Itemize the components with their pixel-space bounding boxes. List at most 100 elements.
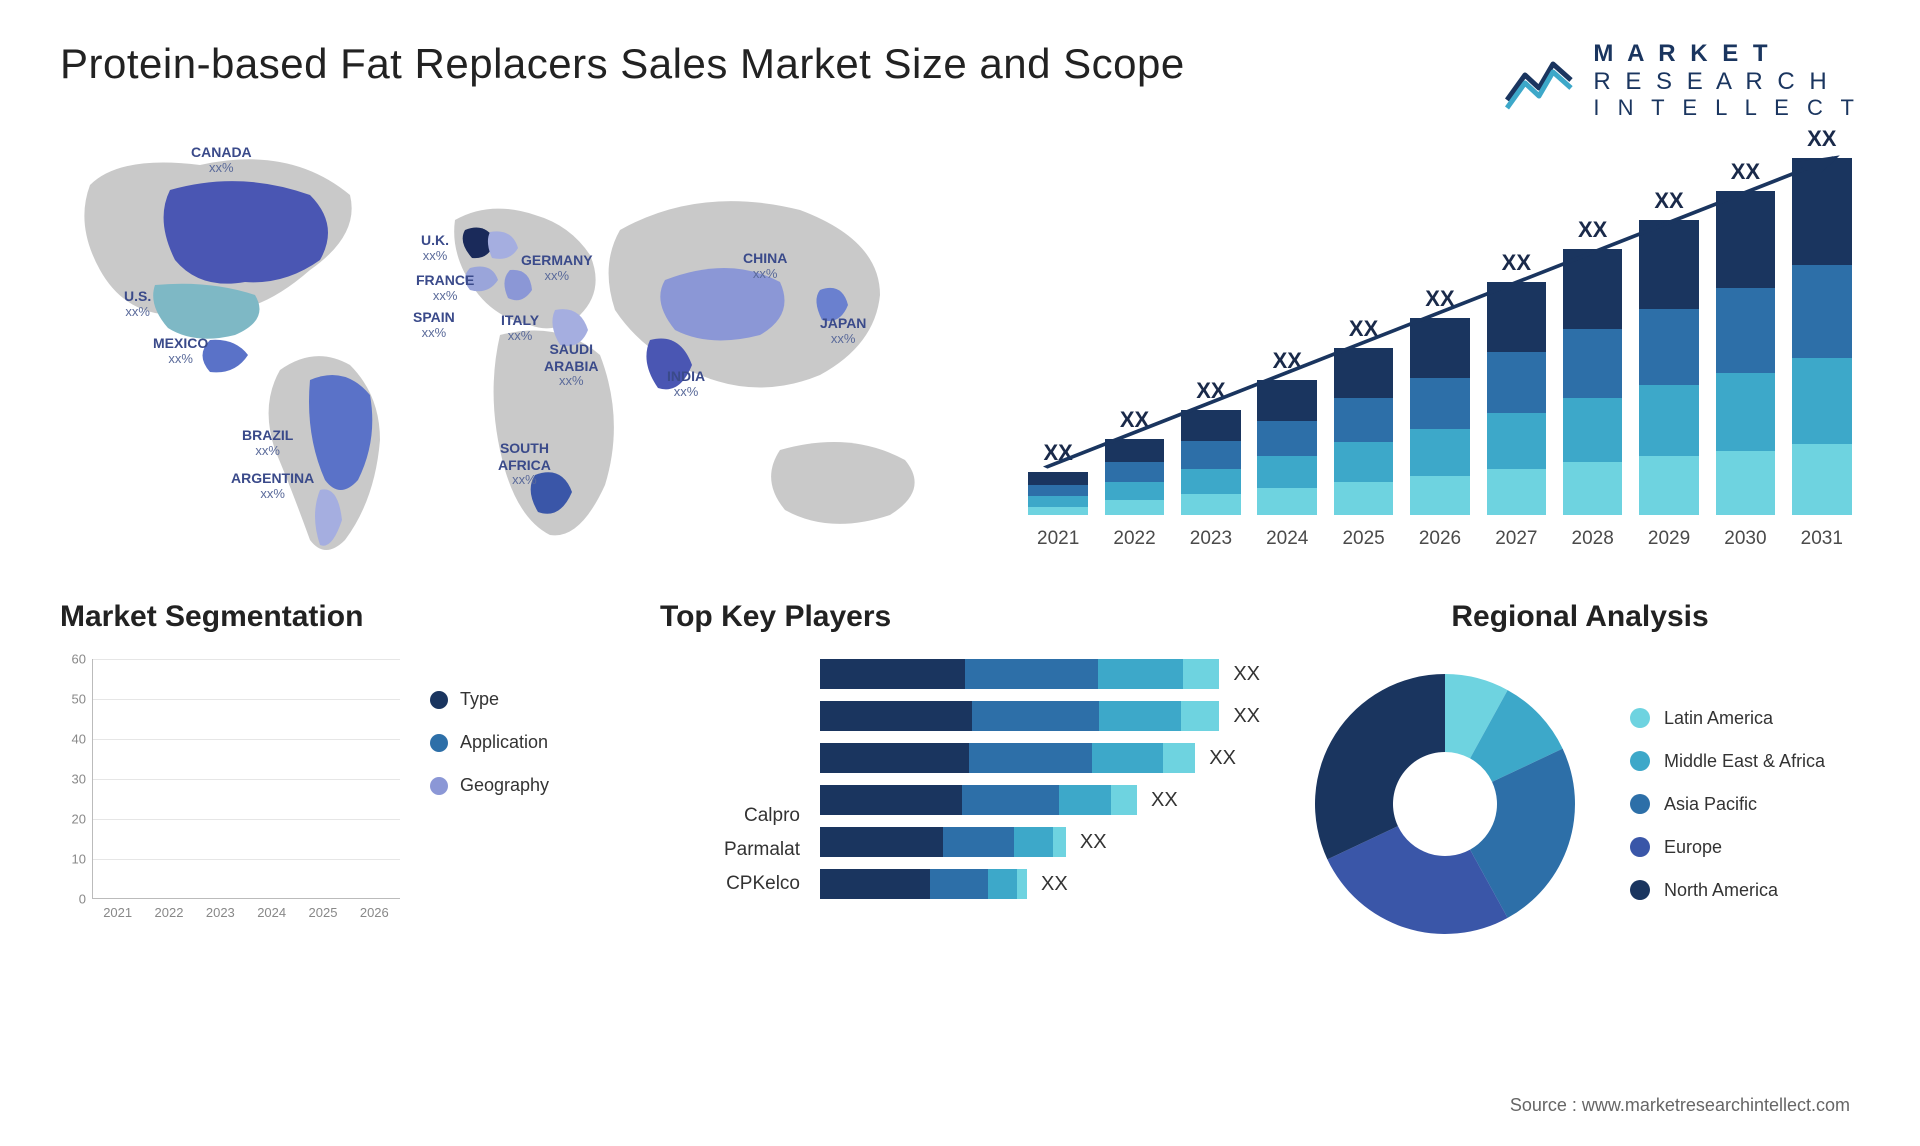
hero-x-tick: 2029 [1631, 528, 1707, 550]
legend-swatch [430, 691, 448, 709]
ra-legend-swatch [1630, 708, 1650, 728]
hero-bar-label: XX [1120, 407, 1149, 433]
ra-title: Regional Analysis [1300, 600, 1860, 634]
donut-slice [1315, 674, 1445, 859]
top-key-players-panel: Top Key Players Calpro Parmalat CPKelco XX… [660, 600, 1260, 949]
tkp-row: XX [820, 827, 1260, 857]
segmentation-chart: 0102030405060 202120222023202420252026 [60, 659, 400, 929]
seg-y-tick: 50 [72, 692, 86, 707]
tkp-value: XX [1233, 663, 1260, 686]
legend-swatch [430, 734, 448, 752]
map-label: ARGENTINAxx% [231, 470, 314, 501]
seg-x-tick: 2024 [246, 899, 297, 929]
hero-x-tick: 2027 [1478, 528, 1554, 550]
brand-icon [1505, 50, 1575, 110]
segmentation-legend: Type Application Geography [430, 659, 549, 929]
hero-bar-label: XX [1425, 286, 1454, 312]
seg-x-tick: 2025 [297, 899, 348, 929]
hero-x-tick: 2021 [1020, 528, 1096, 550]
hero-bar-label: XX [1578, 217, 1607, 243]
hero-bar: XX [1478, 150, 1554, 515]
ra-legend-swatch [1630, 751, 1650, 771]
hero-x-tick: 2031 [1784, 528, 1860, 550]
hero-bar-label: XX [1043, 440, 1072, 466]
tkp-names: Calpro Parmalat CPKelco [660, 659, 800, 899]
hero-bar: XX [1707, 150, 1783, 515]
legend-label: Application [460, 732, 548, 753]
tkp-value: XX [1041, 873, 1068, 896]
map-label: JAPANxx% [820, 315, 866, 346]
seg-x-tick: 2023 [195, 899, 246, 929]
legend-item: Application [430, 732, 549, 753]
tkp-bars: XX XX XX XX XX XX [820, 659, 1260, 899]
map-label: INDIAxx% [667, 368, 705, 399]
hero-bar-label: XX [1273, 348, 1302, 374]
segmentation-panel: Market Segmentation 0102030405060 202120… [60, 600, 620, 949]
tkp-name: Parmalat [724, 839, 800, 861]
hero-x-tick: 2022 [1096, 528, 1172, 550]
hero-bar-label: XX [1654, 188, 1683, 214]
map-label: MEXICOxx% [153, 335, 208, 366]
map-label: BRAZILxx% [242, 427, 293, 458]
world-map: CANADAxx% U.S.xx%MEXICOxx% BRAZILxx% ARGENT… [60, 140, 980, 560]
hero-bar: XX [1402, 150, 1478, 515]
source-text: Source : www.marketresearchintellect.com [1510, 1095, 1850, 1116]
map-label: FRANCExx% [416, 272, 474, 303]
ra-legend-label: Europe [1664, 837, 1722, 858]
map-label: ITALYxx% [501, 312, 539, 343]
hero-bar-label: XX [1731, 159, 1760, 185]
ra-legend-label: Middle East & Africa [1664, 751, 1825, 772]
map-label: SAUDIARABIAxx% [544, 341, 598, 388]
map-label: SPAINxx% [413, 309, 455, 340]
hero-bar: XX [1249, 150, 1325, 515]
map-label: U.S.xx% [124, 288, 151, 319]
hero-x-tick: 2023 [1173, 528, 1249, 550]
map-label: U.K.xx% [421, 232, 449, 263]
tkp-row: XX [820, 659, 1260, 689]
ra-legend-swatch [1630, 880, 1650, 900]
tkp-value: XX [1233, 705, 1260, 728]
hero-bar: XX [1020, 150, 1096, 515]
hero-x-tick: 2026 [1402, 528, 1478, 550]
hero-bar: XX [1555, 150, 1631, 515]
ra-legend-item: Europe [1630, 837, 1825, 858]
tkp-title: Top Key Players [660, 600, 1260, 634]
hero-x-tick: 2024 [1249, 528, 1325, 550]
ra-legend-item: North America [1630, 880, 1825, 901]
page-title: Protein-based Fat Replacers Sales Market… [60, 40, 1185, 88]
seg-y-tick: 20 [72, 812, 86, 827]
seg-x-tick: 2021 [92, 899, 143, 929]
hero-bar: XX [1325, 150, 1401, 515]
seg-y-tick: 30 [72, 772, 86, 787]
hero-x-tick: 2030 [1707, 528, 1783, 550]
hero-bar: XX [1096, 150, 1172, 515]
seg-y-tick: 0 [79, 892, 86, 907]
seg-y-tick: 60 [72, 652, 86, 667]
tkp-row: XX [820, 869, 1260, 899]
hero-bar-label: XX [1349, 316, 1378, 342]
brand-line3: I N T E L L E C T [1593, 95, 1860, 120]
seg-y-tick: 40 [72, 732, 86, 747]
hero-bar-label: XX [1807, 126, 1836, 152]
ra-legend-swatch [1630, 837, 1650, 857]
tkp-row: XX [820, 743, 1260, 773]
tkp-value: XX [1151, 789, 1178, 812]
map-label: CANADAxx% [191, 144, 252, 175]
tkp-name: Calpro [744, 805, 800, 827]
tkp-name: CPKelco [726, 873, 800, 895]
tkp-value: XX [1209, 747, 1236, 770]
tkp-row: XX [820, 785, 1260, 815]
ra-legend-swatch [1630, 794, 1650, 814]
brand-line1: M A R K E T [1593, 40, 1860, 68]
segmentation-title: Market Segmentation [60, 600, 620, 634]
ra-legend: Latin America Middle East & Africa Asia Pa… [1630, 708, 1825, 901]
hero-bar-label: XX [1196, 378, 1225, 404]
hero-x-tick: 2025 [1325, 528, 1401, 550]
brand-line2: R E S E A R C H [1593, 68, 1860, 96]
header: Protein-based Fat Replacers Sales Market… [60, 40, 1860, 120]
ra-legend-item: Latin America [1630, 708, 1825, 729]
legend-item: Geography [430, 775, 549, 796]
ra-legend-item: Asia Pacific [1630, 794, 1825, 815]
legend-item: Type [430, 689, 549, 710]
hero-x-tick: 2028 [1555, 528, 1631, 550]
